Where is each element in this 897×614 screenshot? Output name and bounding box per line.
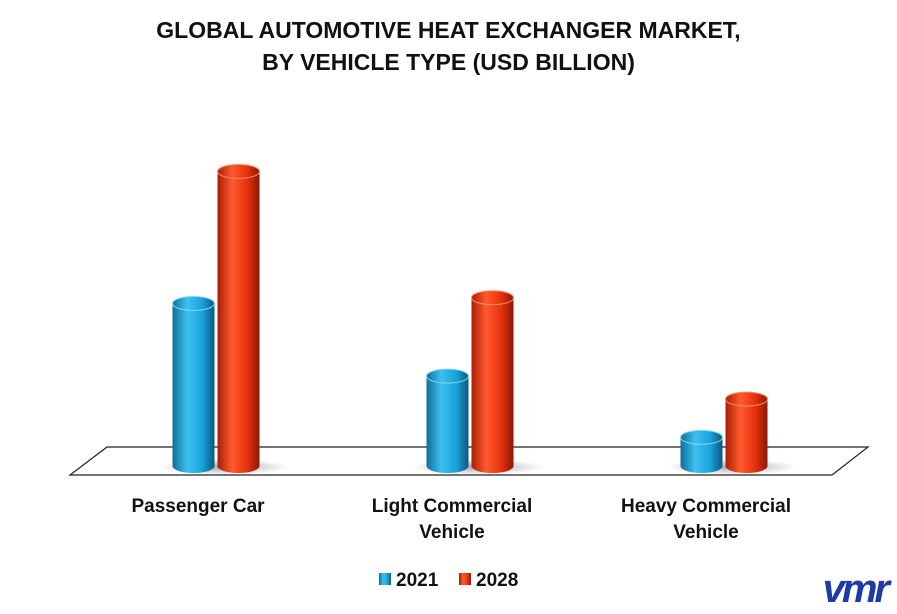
bar-top — [471, 290, 514, 306]
bar-top — [172, 295, 215, 311]
bar-top — [725, 391, 768, 407]
category-label-light-commercial-vehicle: Light Commercial Vehicle — [372, 496, 532, 543]
category-label-heavy-commercial-vehicle: Heavy Commercial Vehicle — [621, 496, 791, 543]
chart-title-line-1: GLOBAL AUTOMOTIVE HEAT EXCHANGER MARKET, — [156, 17, 741, 43]
bar-heavy-commercial-vehicle-2021 — [680, 429, 723, 474]
legend-item-2021: 2021 — [379, 570, 439, 591]
legend-swatch-2021 — [379, 573, 391, 585]
vmr-logo: vmr — [822, 567, 890, 611]
bar-body — [172, 303, 215, 474]
bar-top — [680, 429, 723, 445]
bar-light-commercial-vehicle-2028 — [471, 290, 514, 474]
bar-heavy-commercial-vehicle-2028 — [725, 391, 768, 474]
bars-group — [172, 163, 768, 474]
bar-body — [471, 297, 514, 474]
category-label-passenger-car: Passenger Car — [131, 496, 265, 517]
chart-title: GLOBAL AUTOMOTIVE HEAT EXCHANGER MARKET,… — [0, 14, 897, 78]
bar-light-commercial-vehicle-2021 — [426, 368, 469, 474]
legend-label-2021: 2021 — [396, 570, 439, 591]
bar-body — [217, 171, 260, 474]
bar-body — [680, 437, 723, 474]
bar-passenger-car-2028 — [217, 163, 260, 474]
chart-subtitle: BY VEHICLE TYPE (USD BILLION) — [262, 49, 635, 75]
bar-passenger-car-2021 — [172, 295, 215, 474]
legend: 2021 2028 — [379, 570, 518, 591]
legend-label-2028: 2028 — [476, 570, 518, 591]
bar-top — [426, 368, 469, 384]
bar-body — [426, 376, 469, 474]
legend-item-2028: 2028 — [459, 570, 518, 591]
bar-body — [725, 399, 768, 474]
bar-top — [217, 163, 260, 179]
legend-swatch-2028 — [459, 573, 471, 585]
category-labels: Passenger Car Light Commercial Vehicle Heav… — [131, 496, 791, 543]
